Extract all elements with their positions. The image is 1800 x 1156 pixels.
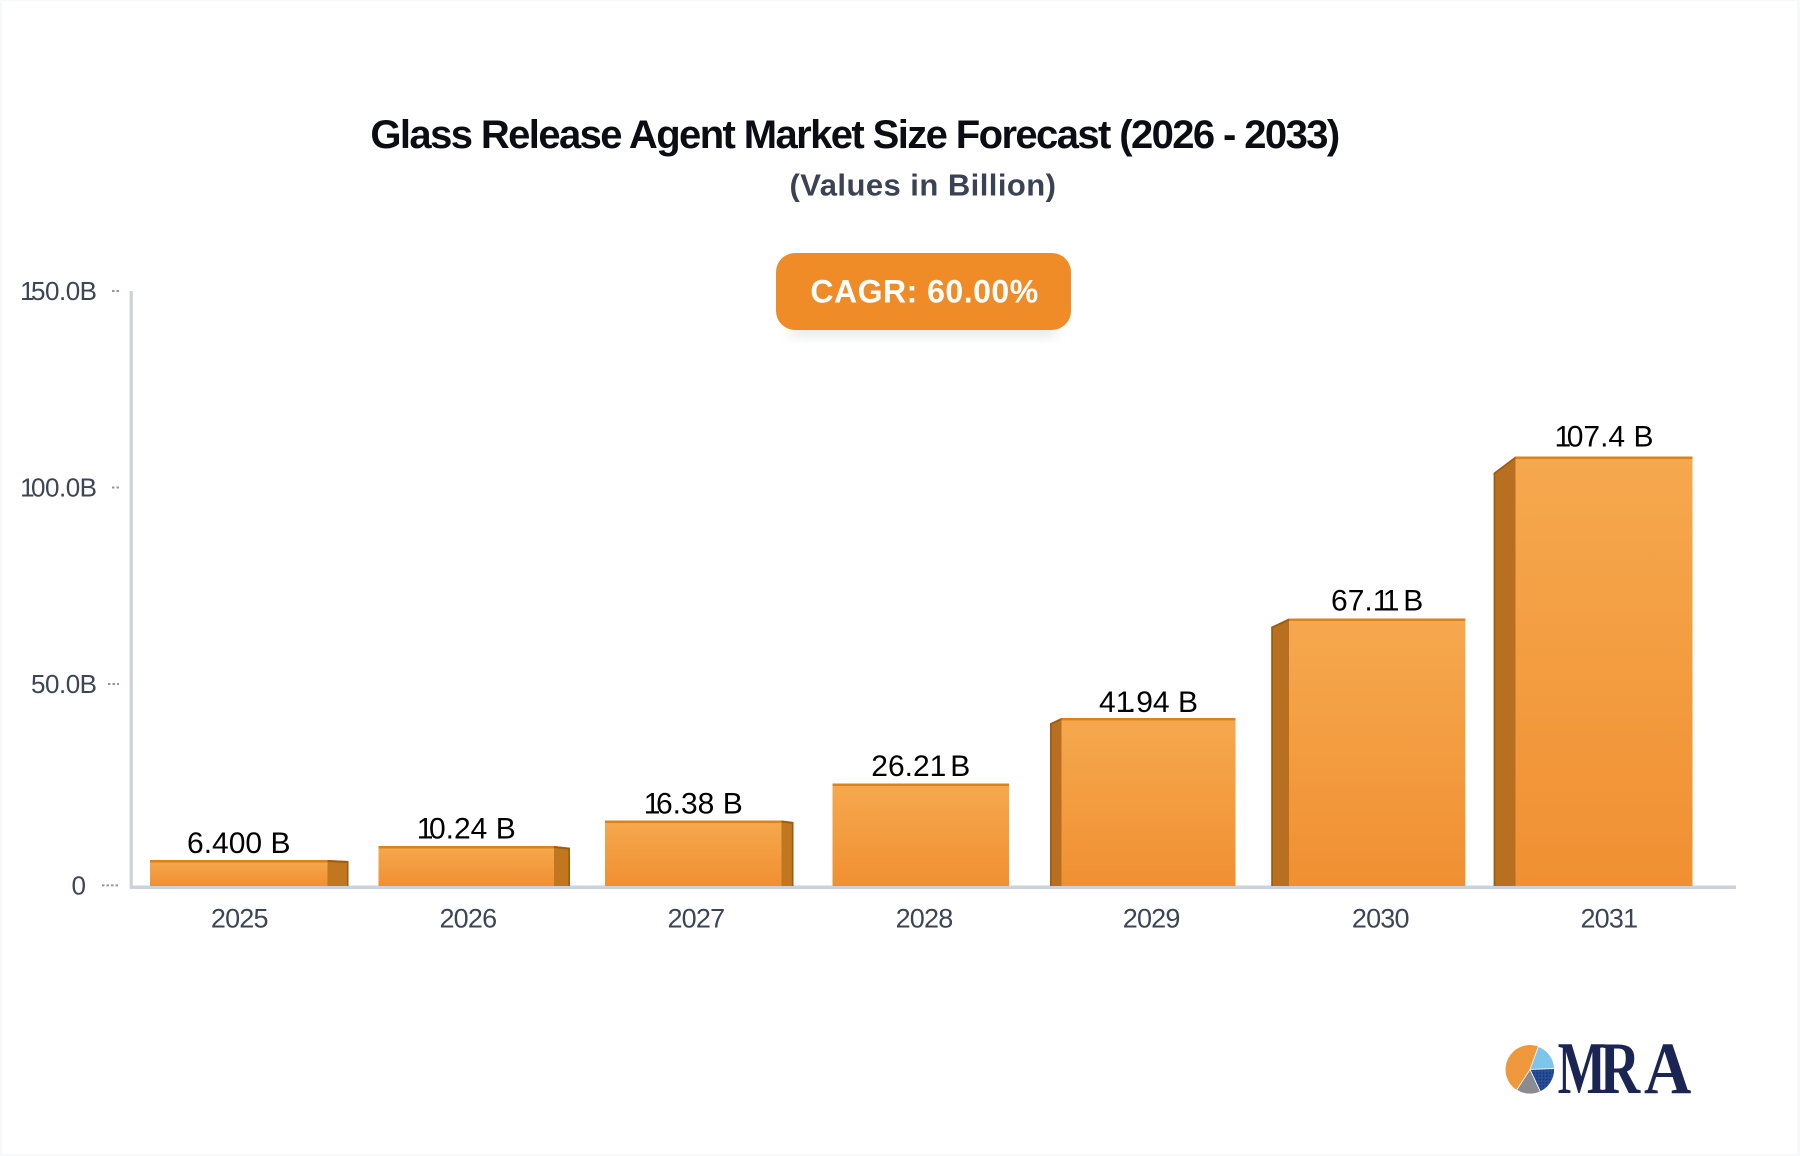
svg-text:2026: 2026 — [439, 904, 496, 934]
svg-text:M: M — [1558, 1027, 1606, 1110]
svg-text:2027: 2027 — [667, 904, 724, 934]
svg-text:2028: 2028 — [896, 904, 953, 934]
svg-text:2031: 2031 — [1580, 904, 1637, 934]
svg-text:6.400 B: 6.400 B — [187, 827, 290, 860]
svg-text:A: A — [1644, 1029, 1691, 1111]
svg-text:50.0B: 50.0B — [31, 669, 96, 699]
svg-text:(Values in Billion): (Values in Billion) — [790, 168, 1057, 203]
svg-text:100.0B: 100.0B — [20, 473, 96, 503]
svg-text:0: 0 — [72, 871, 86, 901]
svg-text:150.0B: 150.0B — [20, 276, 96, 306]
svg-text:2030: 2030 — [1352, 904, 1409, 934]
svg-text:67.11 B: 67.11 B — [1331, 585, 1423, 618]
svg-text:107.4 B: 107.4 B — [1555, 421, 1654, 454]
svg-text:R: R — [1600, 1029, 1641, 1110]
svg-text:26.21 B: 26.21 B — [871, 750, 970, 783]
svg-text:16.38 B: 16.38 B — [644, 788, 743, 821]
svg-text:2029: 2029 — [1123, 904, 1180, 934]
svg-text:10.24 B: 10.24 B — [417, 813, 516, 846]
svg-text:CAGR: 60.00%: CAGR: 60.00% — [810, 274, 1038, 310]
svg-text:41.94 B: 41.94 B — [1099, 686, 1198, 719]
svg-text:Glass Release Agent Market Siz: Glass Release Agent Market Size Forecast… — [370, 113, 1338, 157]
svg-text:2025: 2025 — [211, 904, 268, 934]
